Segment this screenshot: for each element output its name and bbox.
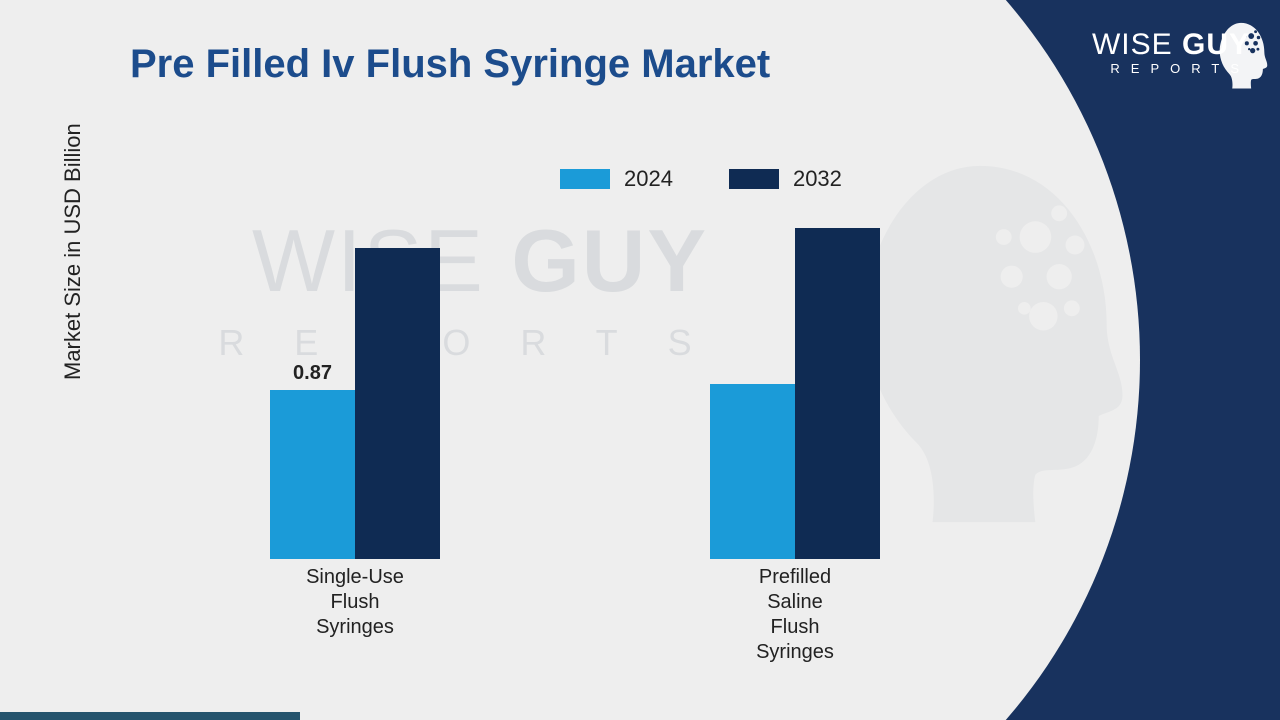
brand-word-2: GUY: [1182, 28, 1250, 61]
chart-title: Pre Filled Iv Flush Syringe Market: [130, 42, 770, 87]
plot-area: 0.87Single-Use Flush SyringesPrefilled S…: [220, 210, 940, 560]
legend-label-2024: 2024: [624, 166, 673, 192]
bar-group: Single-Use Flush Syringes: [270, 248, 440, 559]
bar: [355, 248, 440, 559]
brand-line-2: REPORTS: [1092, 62, 1250, 75]
bar-group: Prefilled Saline Flush Syringes: [710, 228, 880, 559]
chart-canvas: WISE GUY REPORTS Pre Filled Iv Flush Syr…: [0, 0, 1280, 720]
bar: [795, 228, 880, 559]
category-label: Single-Use Flush Syringes: [275, 565, 435, 640]
legend-item-2024: 2024: [560, 166, 673, 192]
brand-text: WISE GUY REPORTS: [1092, 30, 1250, 75]
bar: [710, 384, 795, 559]
legend-item-2032: 2032: [729, 166, 842, 192]
bar: [270, 390, 355, 559]
brand-word-1: WISE: [1092, 28, 1173, 61]
y-axis-label: Market Size in USD Billion: [60, 123, 86, 380]
category-label: Prefilled Saline Flush Syringes: [715, 565, 875, 665]
legend-swatch-2032: [729, 169, 779, 189]
legend-swatch-2024: [560, 169, 610, 189]
bottom-accent-bar: [0, 712, 300, 720]
legend: 2024 2032: [560, 166, 842, 192]
legend-label-2032: 2032: [793, 166, 842, 192]
